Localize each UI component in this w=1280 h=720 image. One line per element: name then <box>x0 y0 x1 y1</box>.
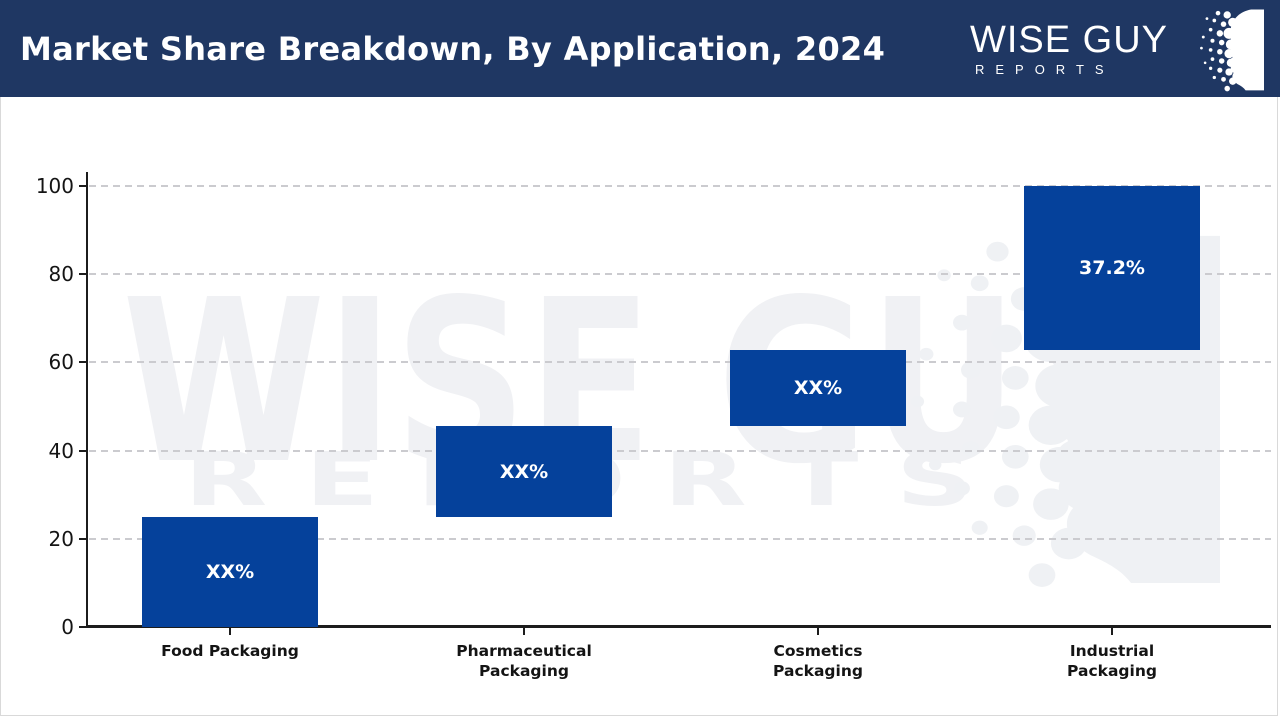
y-axis-tick <box>79 449 87 452</box>
y-axis-tick <box>79 626 87 628</box>
y-tick-label: 60 <box>48 350 74 375</box>
x-category-label-cosmetics-packaging: Cosmetics Packaging <box>671 641 965 681</box>
logo-wordmark: WISE GUY REPORTS <box>970 21 1168 77</box>
y-axis-tick <box>79 273 87 276</box>
x-category-label-line: Pharmaceutical <box>456 642 592 660</box>
x-category-label-industrial-packaging: Industrial Packaging <box>965 641 1259 681</box>
y-tick-label: 0 <box>61 615 74 639</box>
bar-pharmaceutical-packaging: XX% <box>436 426 612 517</box>
y-tick-label: 100 <box>35 174 74 198</box>
x-category-label-food-packaging: Food Packaging <box>83 641 377 661</box>
chart-title: Market Share Breakdown, By Application, … <box>20 29 886 68</box>
y-axis-tick <box>79 537 87 540</box>
x-axis-line <box>86 625 1271 628</box>
bar-value-label: XX% <box>499 460 549 483</box>
gridline <box>89 185 1271 187</box>
y-axis-line <box>86 172 88 628</box>
y-tick-label: 20 <box>48 526 74 551</box>
bar-value-label: XX% <box>205 560 255 583</box>
y-tick-label: 40 <box>48 438 74 463</box>
bar-value-label: XX% <box>793 377 843 400</box>
x-axis-tick <box>817 627 819 635</box>
bar-food-packaging: XX% <box>142 516 318 627</box>
x-category-label-line: Industrial <box>1069 642 1155 660</box>
y-axis-tick <box>79 185 87 187</box>
x-category-label-line: Cosmetics <box>773 642 863 660</box>
gridline <box>89 449 1271 452</box>
header: Market Share Breakdown, By Application, … <box>0 0 1280 97</box>
x-axis-tick <box>229 627 231 635</box>
gridline <box>89 361 1271 364</box>
x-category-label-pharmaceutical-packaging: Pharmaceutical Packaging <box>377 641 671 681</box>
wiseguy-logo: WISE GUY REPORTS <box>970 6 1264 92</box>
logo-line1: WISE GUY <box>969 18 1168 61</box>
bar-value-label: 37.2% <box>1079 257 1145 280</box>
x-category-label-line: Packaging <box>1067 662 1157 680</box>
gridline <box>89 537 1271 540</box>
x-axis-tick <box>523 627 525 635</box>
y-axis-tick <box>79 361 87 364</box>
face-dots-icon <box>1200 8 1264 91</box>
x-axis-tick <box>1111 627 1113 635</box>
x-category-label-line: Packaging <box>479 662 569 680</box>
watermark-line1: WISE GUY <box>122 252 1155 514</box>
x-category-label-line: Packaging <box>773 662 863 680</box>
bar-cosmetics-packaging: XX% <box>730 350 906 427</box>
gridline <box>89 273 1271 276</box>
y-tick-label: 80 <box>48 262 74 287</box>
bar-industrial-packaging: 37.2% <box>1024 186 1200 351</box>
x-category-label-line: Food Packaging <box>161 642 299 660</box>
logo-line2: REPORTS <box>974 61 1115 77</box>
